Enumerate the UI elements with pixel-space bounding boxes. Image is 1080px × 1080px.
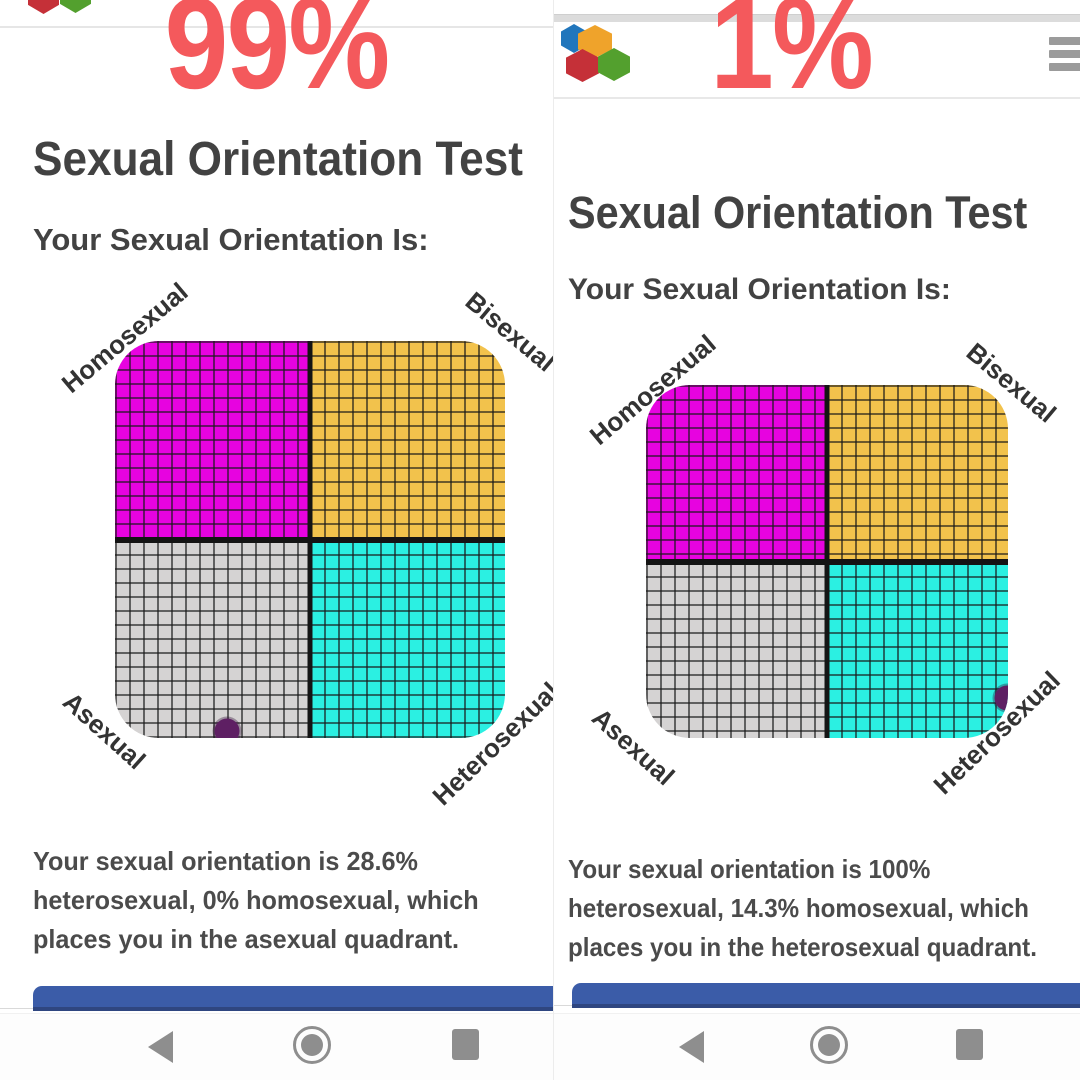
android-navbar	[0, 1013, 553, 1080]
home-icon[interactable]	[293, 1026, 331, 1064]
quadrant-asexual	[646, 561, 827, 738]
quadrant-asexual	[115, 539, 310, 738]
result-subtitle: Your Sexual Orientation Is:	[33, 221, 429, 257]
home-icon-dot	[818, 1034, 840, 1056]
quadrant-heterosexual	[310, 539, 505, 738]
home-icon[interactable]	[810, 1026, 848, 1064]
screenshot-panel-left: 99% Sexual Orientation Test Your Sexual …	[0, 0, 553, 1080]
header-divider	[554, 97, 1080, 99]
android-navbar	[554, 1013, 1080, 1080]
home-icon-dot	[301, 1034, 323, 1056]
result-subtitle: Your Sexual Orientation Is:	[568, 272, 951, 306]
result-text-line: places you in the heterosexual quadrant.	[568, 932, 1037, 962]
orientation-quadrant-chart: Homosexual Bisexual Asexual Heterosexual	[554, 300, 1080, 860]
result-text-line: heterosexual, 14.3% homosexual, which	[568, 893, 1029, 923]
browser-chrome-edge	[554, 14, 1080, 22]
menu-bar	[1049, 63, 1080, 71]
back-icon[interactable]	[148, 1031, 173, 1063]
chart-grid	[646, 385, 1008, 738]
menu-icon[interactable]	[1049, 37, 1080, 76]
score-percentage: 99%	[164, 0, 390, 116]
quadrant-homosexual	[646, 385, 827, 562]
score-percentage: 1%	[710, 0, 874, 116]
result-text: Your sexual orientation is 28.6% heteros…	[33, 842, 479, 959]
menu-bar	[1049, 50, 1080, 58]
chart-axis-horizontal	[646, 558, 1008, 565]
back-icon[interactable]	[679, 1031, 704, 1063]
screenshot-panel-right: 1% Sexual Orientation Test Your Sexual O…	[553, 0, 1080, 1080]
page-title: Sexual Orientation Test	[568, 187, 1028, 239]
quadrant-bisexual	[310, 341, 505, 540]
result-text-line: Your sexual orientation is 28.6%	[33, 846, 418, 876]
header-divider	[0, 26, 553, 28]
primary-action-bar[interactable]	[572, 983, 1080, 1008]
menu-bar	[1049, 37, 1080, 45]
result-text-line: heterosexual, 0% homosexual, which	[33, 885, 479, 915]
orientation-quadrant-chart: Homosexual Bisexual Asexual Heterosexual	[0, 255, 553, 825]
result-text-line: places you in the asexual quadrant.	[33, 924, 460, 954]
result-text: Your sexual orientation is 100% heterose…	[568, 850, 1037, 967]
quadrant-bisexual	[827, 385, 1008, 562]
result-text-line: Your sexual orientation is 100%	[568, 854, 931, 884]
result-point	[214, 718, 240, 738]
chart-axis-horizontal	[115, 536, 505, 543]
chart-grid	[115, 341, 505, 738]
result-point	[994, 685, 1008, 711]
page-title: Sexual Orientation Test	[33, 133, 523, 187]
primary-action-bar[interactable]	[33, 986, 553, 1011]
recents-icon[interactable]	[452, 1029, 479, 1060]
quadrant-heterosexual	[827, 561, 1008, 738]
recents-icon[interactable]	[956, 1029, 983, 1060]
quadrant-homosexual	[115, 341, 310, 540]
